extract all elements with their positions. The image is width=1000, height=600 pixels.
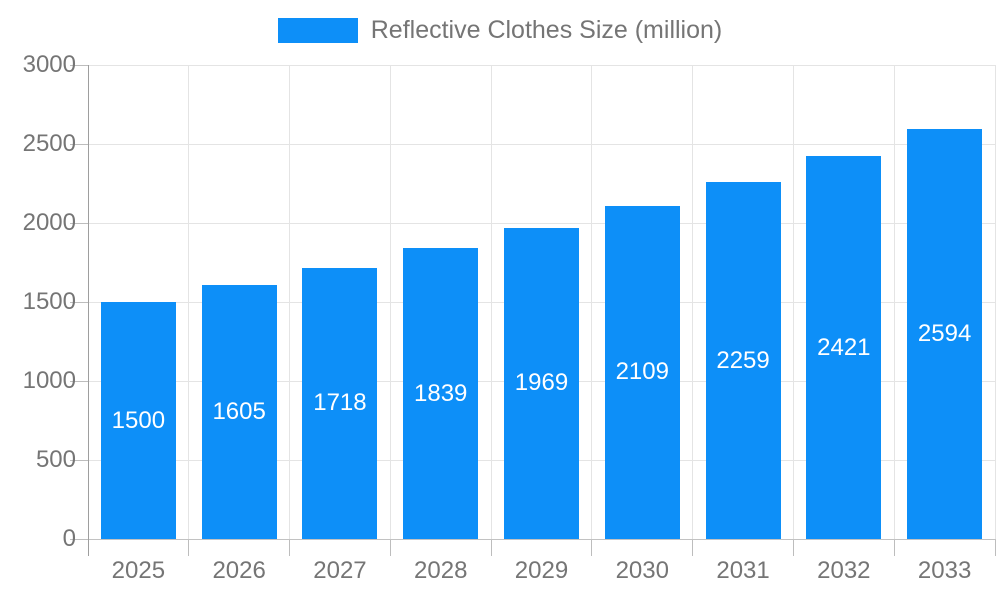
y-axis-label: 2000 bbox=[22, 209, 76, 236]
x-axis-label: 2032 bbox=[817, 557, 871, 584]
y-axis-label: 0 bbox=[62, 525, 76, 552]
bar-2028[interactable]: 1839 bbox=[403, 248, 479, 539]
bar-2029[interactable]: 1969 bbox=[504, 227, 579, 539]
x-axis-label: 2026 bbox=[212, 557, 266, 584]
bar-value-label: 2421 bbox=[817, 333, 871, 361]
y-axis-label: 3000 bbox=[22, 51, 76, 78]
gridline-horizontal bbox=[88, 64, 995, 66]
x-axis-label: 2029 bbox=[514, 557, 569, 584]
gridline-vertical bbox=[389, 65, 391, 539]
y-axis-tick bbox=[70, 538, 88, 540]
bar-value-label: 1718 bbox=[313, 389, 367, 417]
y-axis-tick bbox=[70, 143, 88, 145]
y-axis-tick bbox=[70, 222, 88, 224]
bar-value-label: 1969 bbox=[514, 369, 569, 397]
bar-2027[interactable]: 1718 bbox=[302, 267, 378, 539]
y-axis-tick bbox=[70, 380, 88, 382]
x-axis-tick bbox=[692, 539, 694, 556]
bar-value-label: 2259 bbox=[716, 346, 770, 374]
bar-2031[interactable]: 2259 bbox=[705, 182, 781, 539]
legend[interactable]: Reflective Clothes Size (million) bbox=[0, 16, 1000, 44]
bar-value-label: 1839 bbox=[414, 379, 468, 407]
x-axis-tick bbox=[289, 539, 291, 556]
gridline-vertical bbox=[591, 65, 593, 539]
bar-value-label: 1500 bbox=[111, 406, 166, 434]
gridline-vertical bbox=[893, 65, 895, 539]
y-axis-line bbox=[87, 65, 89, 556]
x-axis-label: 2031 bbox=[716, 557, 770, 584]
bar-value-label: 2109 bbox=[615, 358, 669, 386]
y-axis-tick bbox=[70, 459, 88, 461]
x-axis-tick bbox=[591, 539, 593, 556]
x-axis-label: 2033 bbox=[917, 557, 972, 584]
y-axis-tick bbox=[70, 64, 88, 66]
x-axis-label: 2028 bbox=[414, 557, 468, 584]
gridline-vertical bbox=[692, 65, 694, 539]
x-axis-tick bbox=[490, 539, 492, 556]
bar-2033[interactable]: 2594 bbox=[907, 129, 983, 539]
legend-label: Reflective Clothes Size (million) bbox=[370, 15, 723, 44]
bar-value-label: 2594 bbox=[917, 320, 972, 348]
y-axis-label: 2500 bbox=[22, 130, 76, 157]
y-axis-label: 500 bbox=[35, 446, 76, 473]
gridline-vertical bbox=[792, 65, 794, 539]
x-axis-label: 2025 bbox=[111, 557, 166, 584]
x-axis-line bbox=[88, 538, 996, 540]
x-axis-label: 2027 bbox=[313, 557, 367, 584]
gridline-vertical bbox=[289, 65, 291, 539]
y-axis-label: 1500 bbox=[22, 288, 76, 315]
gridline-horizontal bbox=[88, 222, 995, 224]
x-axis-tick bbox=[792, 539, 794, 556]
legend-swatch bbox=[277, 17, 358, 43]
x-axis-tick bbox=[188, 539, 190, 556]
gridline-horizontal bbox=[88, 143, 995, 145]
gridline-vertical bbox=[994, 65, 996, 539]
x-axis-tick bbox=[389, 539, 391, 556]
bar-2030[interactable]: 2109 bbox=[604, 205, 680, 539]
y-axis-tick bbox=[70, 301, 88, 303]
x-axis-label: 2030 bbox=[615, 557, 669, 584]
bar-value-label: 1605 bbox=[212, 398, 266, 426]
x-axis-tick bbox=[994, 539, 996, 556]
gridline-vertical bbox=[490, 65, 492, 539]
bar-2025[interactable]: 1500 bbox=[100, 302, 176, 539]
y-axis-label: 1000 bbox=[22, 367, 76, 394]
bar-2026[interactable]: 1605 bbox=[201, 285, 277, 539]
bar-2032[interactable]: 2421 bbox=[806, 156, 882, 539]
gridline-vertical bbox=[188, 65, 190, 539]
x-axis-tick bbox=[893, 539, 895, 556]
